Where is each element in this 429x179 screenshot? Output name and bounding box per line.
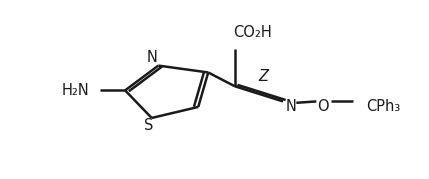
Text: N: N [146, 50, 157, 65]
Text: H₂N: H₂N [61, 83, 89, 98]
Text: N: N [286, 99, 297, 114]
Text: CO₂H: CO₂H [233, 25, 272, 40]
Text: O: O [317, 99, 329, 114]
Text: Z: Z [258, 69, 268, 84]
Text: CPh₃: CPh₃ [366, 99, 400, 114]
Text: S: S [144, 118, 153, 133]
